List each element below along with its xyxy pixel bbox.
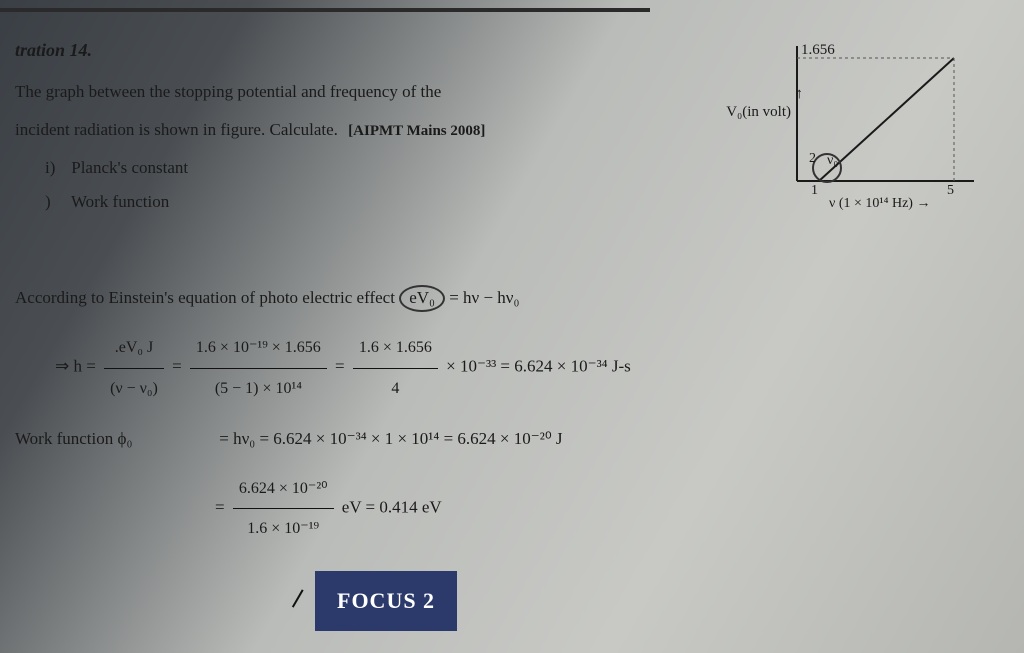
graph-annot: ν₀	[827, 153, 838, 169]
wf2-eq2: eV = 0.414 eV	[342, 498, 442, 517]
question-line-2-text: incident radiation is shown in figure. C…	[15, 120, 338, 139]
eq-1: =	[172, 357, 182, 376]
eq-tail: × 10⁻³³ = 6.624 × 10⁻³⁴ J-s	[446, 357, 631, 376]
frac-2-den: (5 − 1) × 10¹⁴	[190, 369, 327, 406]
top-rule	[0, 8, 650, 12]
part-i-text: Planck's constant	[71, 158, 188, 177]
solution-intro-a: According to Einstein's equation of phot…	[15, 288, 395, 307]
graph-y-label: V₀(in volt) ↑	[701, 104, 791, 121]
graph-x2: 5	[947, 183, 954, 199]
work-function-ev: = 6.624 × 10⁻²⁰ 1.6 × 10⁻¹⁹ eV = 0.414 e…	[215, 471, 984, 546]
wf2-eq1: =	[215, 498, 225, 517]
work-function-line: Work function ϕ₀ = hν₀ = 6.624 × 10⁻³⁴ ×…	[15, 420, 984, 457]
frac-4: 6.624 × 10⁻²⁰ 1.6 × 10⁻¹⁹	[233, 471, 334, 546]
graph-y-label-text: V₀(in volt)	[726, 104, 791, 120]
solution-intro-b: = hν − hν₀	[449, 288, 519, 307]
question-source: [AIPMT Mains 2008]	[348, 116, 485, 146]
frac-3-num: 1.6 × 1.656	[353, 330, 438, 368]
graph-x1: 1	[811, 183, 818, 199]
page: tration 14. The graph between the stoppi…	[0, 0, 1024, 653]
circled-ev0: eV₀	[399, 285, 445, 312]
wf-eq: = hν₀ = 6.624 × 10⁻³⁴ × 1 × 10¹⁴ = 6.624…	[219, 429, 562, 448]
part-ii-text: Work function	[71, 192, 169, 211]
part-ii-marker: )	[45, 185, 67, 219]
solution-intro: According to Einstein's equation of phot…	[15, 279, 984, 316]
graph-annot2: 2	[809, 151, 816, 167]
graph-yval: 1.656	[801, 42, 835, 59]
eq-arrow: ⇒ h =	[55, 357, 96, 376]
graph: V₀(in volt) ↑ 1.656 1 5 ν (1 × 10¹⁴ Hz) …	[749, 36, 984, 211]
frac-3-den: 4	[353, 369, 438, 406]
frac-3: 1.6 × 1.656 4	[353, 330, 438, 405]
graph-y-arrow-icon: ↑	[796, 86, 804, 103]
frac-1: .eV₀ J (ν − ν₀)	[104, 330, 164, 405]
frac-1-num: .eV₀ J	[104, 330, 164, 368]
frac-4-den: 1.6 × 10⁻¹⁹	[233, 509, 334, 546]
eq-h: ⇒ h = .eV₀ J (ν − ν₀) = 1.6 × 10⁻¹⁹ × 1.…	[55, 330, 984, 405]
focus-badge: FOCUS 2	[315, 571, 457, 631]
wf-label: Work function ϕ₀	[15, 420, 215, 457]
part-i-marker: i)	[45, 151, 67, 185]
eq-2: =	[335, 357, 345, 376]
frac-4-num: 6.624 × 10⁻²⁰	[233, 471, 334, 509]
graph-x-label: ν (1 × 10¹⁴ Hz) →	[829, 196, 930, 212]
frac-2-num: 1.6 × 10⁻¹⁹ × 1.656	[190, 330, 327, 368]
frac-1-den: (ν − ν₀)	[104, 369, 164, 406]
frac-2: 1.6 × 10⁻¹⁹ × 1.656 (5 − 1) × 10¹⁴	[190, 330, 327, 405]
solution: According to Einstein's equation of phot…	[15, 279, 984, 631]
